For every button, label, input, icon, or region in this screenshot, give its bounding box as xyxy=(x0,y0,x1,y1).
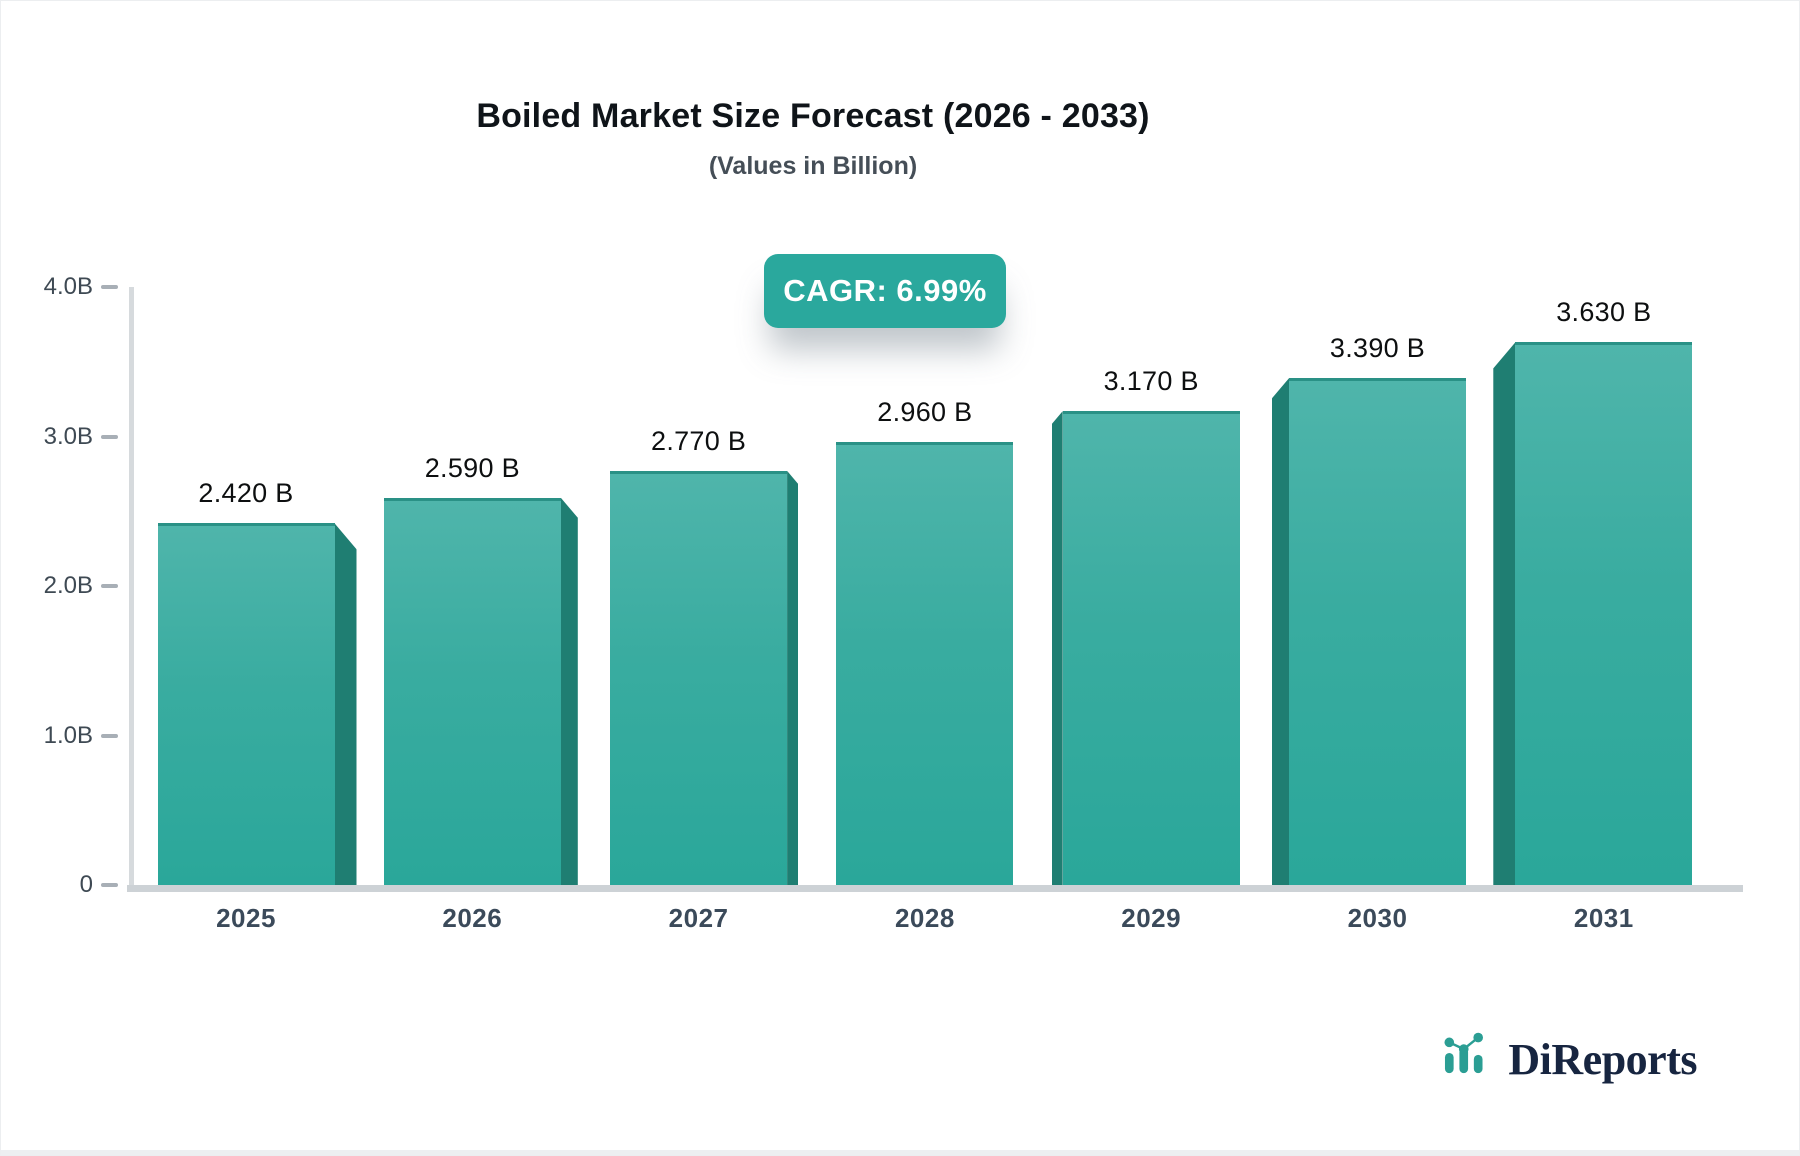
y-axis-tick xyxy=(101,584,118,588)
bar xyxy=(1289,378,1466,885)
bar-value-label: 3.390 B xyxy=(1329,333,1426,364)
bar xyxy=(157,523,335,885)
y-axis-tick xyxy=(101,733,118,738)
bar-side-panel xyxy=(1051,411,1063,885)
bar-value-label: 2.960 B xyxy=(877,397,973,428)
chart-title: Boiled Market Size Forecast (2026 - 2033… xyxy=(476,97,1150,135)
bar-side-panel xyxy=(787,470,799,885)
x-axis-line xyxy=(127,885,1743,892)
cagr-badge: CAGR: 6.99% xyxy=(764,254,1006,328)
bar-value-label: 2.770 B xyxy=(651,425,747,456)
chart-subtitle: (Values in Billion) xyxy=(708,152,918,180)
x-axis-label: 2029 xyxy=(1121,903,1182,933)
y-axis-label: 2.0B xyxy=(43,572,93,599)
x-axis-label: 2030 xyxy=(1347,903,1408,933)
x-axis-label: 2026 xyxy=(442,903,503,933)
y-axis-tick xyxy=(101,285,118,289)
bar xyxy=(610,470,788,885)
bar-side-panel xyxy=(1493,342,1516,885)
bar-side-panel xyxy=(1272,378,1289,885)
bar-value-label: 2.420 B xyxy=(198,478,294,509)
bar-value-label: 2.590 B xyxy=(424,452,520,483)
x-axis-label: 2028 xyxy=(894,903,955,933)
bar xyxy=(836,442,1014,885)
direports-logo: DiReports xyxy=(1444,1029,1697,1082)
bar-value-label: 3.630 B xyxy=(1556,297,1652,328)
y-axis-tick xyxy=(101,434,118,439)
bar-value-label: 3.170 B xyxy=(1103,366,1199,397)
y-axis-label: 4.0B xyxy=(43,273,93,300)
y-axis-label: 1.0B xyxy=(43,721,93,749)
bar-chart-logo-icon xyxy=(1444,1032,1484,1074)
bar-side-panel xyxy=(560,497,578,885)
bar xyxy=(1515,342,1693,885)
y-axis-label: 3.0B xyxy=(43,422,93,450)
x-axis-label: 2025 xyxy=(216,903,276,933)
chart-header: Boiled Market Size Forecast (2026 - 2033… xyxy=(1,97,1625,181)
y-axis-tick xyxy=(101,883,118,887)
cagr-badge-label: CAGR: 6.99% xyxy=(783,273,987,308)
bottom-strip xyxy=(1,1150,1799,1155)
y-axis-label: 0 xyxy=(79,871,93,898)
x-axis-label: 2027 xyxy=(668,903,729,933)
y-axis-line xyxy=(129,287,134,885)
logo-text: DiReports xyxy=(1508,1035,1697,1084)
bar xyxy=(1062,411,1240,885)
bar xyxy=(383,497,561,885)
x-axis-label: 2031 xyxy=(1573,903,1634,933)
bar-side-panel xyxy=(334,523,357,885)
